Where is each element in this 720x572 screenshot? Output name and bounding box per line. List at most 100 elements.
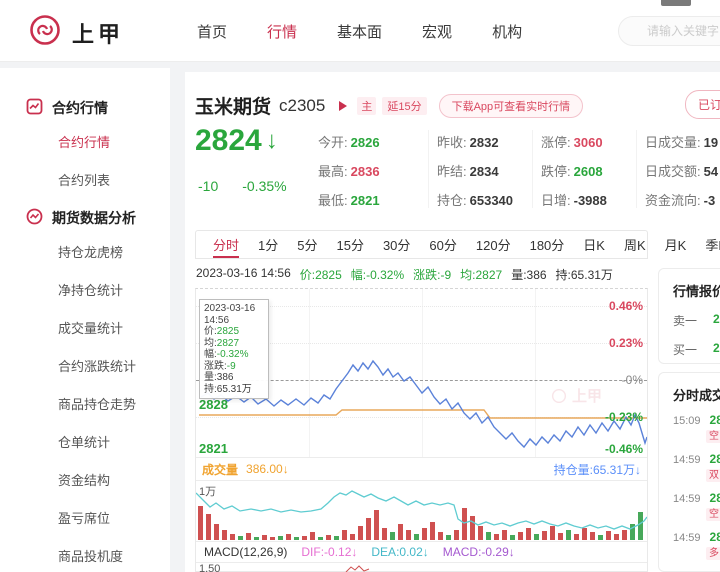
play-arrow-icon[interactable] — [339, 100, 348, 111]
instrument-title: 玉米期货 — [195, 97, 272, 118]
tab-15min[interactable]: 15分 — [336, 238, 364, 253]
axis-pct-046: 0.46% — [608, 299, 643, 313]
tooltip-open-interest: 65.31万 — [216, 383, 252, 395]
intraday-price-pane[interactable]: 上甲 0.46% 0.23% -0% -0.23% -0.46% 2828 28… — [196, 289, 647, 457]
tick-trades-board: 分时成交 15:0928 空 14:5928 双 14:5928 空 14:59… — [658, 372, 720, 572]
subscribe-button[interactable]: 已订阅 — [685, 90, 720, 119]
brand-logo[interactable]: 上甲 — [28, 13, 124, 52]
nav-item-macro[interactable]: 宏观 — [422, 23, 453, 41]
quote-board: 行情报价 卖一 2 买一 2 — [658, 268, 720, 364]
macd-pane[interactable]: 1.50 — [196, 563, 647, 572]
sidebar-item-pnl-seats[interactable]: 盈亏席位 — [58, 511, 111, 526]
sidebar-item-volume-stats[interactable]: 成交量统计 — [58, 321, 124, 336]
search-box — [618, 16, 720, 46]
nav-item-quotes[interactable]: 行情 — [267, 23, 298, 41]
readout-datetime: 2023-03-16 14:56 — [196, 266, 291, 280]
contract-chart-icon — [26, 98, 43, 118]
tooltip-change: -9 — [226, 360, 236, 372]
sidebar-item-speculation-degree[interactable]: 商品投机度 — [58, 549, 124, 564]
change-value: -10 — [198, 178, 219, 194]
readout-average: 均:2827 — [460, 268, 503, 282]
price-chart-svg — [199, 359, 647, 449]
macd-title: MACD(12,26,9) — [204, 545, 288, 559]
readout-amplitude: 幅:-0.32% — [350, 268, 405, 282]
macd-dea-value: DEA:0.02↓ — [371, 545, 429, 559]
bid-row: 买一 2 — [659, 329, 720, 358]
stat-open: 2826 — [350, 135, 380, 150]
stat-high: 2836 — [350, 164, 380, 179]
volume-axis-label: 1万 — [199, 486, 217, 498]
download-app-pill[interactable]: 下载App可查看实时行情 — [438, 93, 584, 118]
stat-capital-flow: -3 — [703, 193, 716, 208]
stats-col-4: 日成交量: 19 日成交额: 54 资金流向: -3 — [645, 135, 719, 208]
trade-row: 14:5928 双 — [659, 443, 720, 482]
nav-item-institutions[interactable]: 机构 — [492, 23, 523, 41]
screen-artifact — [661, 0, 691, 6]
trade-row: 14:5928 — [659, 560, 720, 571]
main-nav: 首页 行情 基本面 宏观 机构 — [197, 0, 522, 62]
tab-monthly[interactable]: 月K — [664, 238, 687, 253]
crosshair-readout: 2023-03-16 14:56 价:2825 幅:-0.32% 涨跌:-9 均… — [196, 266, 613, 283]
tab-120min[interactable]: 120分 — [475, 238, 511, 253]
divider — [636, 130, 637, 208]
average-line — [199, 409, 647, 419]
tooltip-price: 2825 — [216, 326, 240, 337]
gridline — [196, 343, 647, 344]
tooltip-date: 2023-03-16 — [204, 303, 256, 314]
trade-direction-tag: 双 — [706, 469, 720, 482]
nav-item-home[interactable]: 首页 — [197, 23, 228, 41]
tab-180min[interactable]: 180分 — [529, 238, 565, 253]
macd-header: MACD(12,26,9) DIF:-0.12↓ DEA:0.02↓ MACD:… — [196, 541, 647, 563]
sidebar-item-updown-stats[interactable]: 合约涨跌统计 — [58, 359, 137, 374]
chart-container[interactable]: 上甲 0.46% 0.23% -0% -0.23% -0.46% 2828 28… — [195, 288, 648, 572]
gridline — [535, 289, 536, 457]
readout-volume: 量:386 — [511, 268, 547, 282]
tab-weekly[interactable]: 周K — [623, 238, 646, 253]
sidebar-item-capital-structure[interactable]: 资金结构 — [58, 473, 111, 488]
down-arrow-icon: ↓ — [265, 127, 278, 154]
sidebar-item-contract-quotes[interactable]: 合约行情 — [58, 135, 111, 150]
trade-direction-tag: 多 — [706, 547, 720, 560]
tab-60min[interactable]: 60分 — [429, 238, 457, 253]
stat-daily-turnover: 54 — [703, 164, 719, 179]
sidebar-item-net-position[interactable]: 净持仓统计 — [58, 283, 124, 298]
tab-1min[interactable]: 1分 — [258, 238, 279, 253]
open-interest-value: 持仓量:65.31万↓ — [553, 462, 641, 477]
ask-row: 卖一 2 — [659, 300, 720, 329]
readout-open-interest: 持:65.31万 — [555, 268, 613, 282]
search-input[interactable] — [619, 17, 720, 45]
instrument-header: 玉米期货 c2305 主 延15分 下载App可查看实时行情 — [195, 92, 584, 119]
sidebar-item-position-ranking[interactable]: 持仓龙虎榜 — [58, 245, 124, 260]
nav-item-fundamentals[interactable]: 基本面 — [337, 23, 383, 41]
change-percent: -0.35% — [242, 178, 287, 194]
tab-5min[interactable]: 5分 — [297, 238, 318, 253]
tab-quarterly[interactable]: 季K — [705, 238, 720, 253]
axis-price-2828: 2828 — [199, 397, 228, 412]
axis-pct-minus046: -0.46% — [604, 442, 643, 456]
stat-open-interest: 653340 — [469, 193, 514, 208]
main-contract-tag: 主 — [357, 96, 377, 115]
tooltip-time: 14:56 — [204, 314, 230, 326]
price-line — [200, 359, 647, 449]
stats-col-2: 昨收: 2832 昨结: 2834 持仓: 653340 — [437, 135, 514, 208]
zero-line — [196, 380, 647, 381]
chart-tooltip: 2023-03-16 14:56 价:2825 均:2827 幅:-0.32% … — [199, 299, 269, 399]
sidebar-item-position-trend[interactable]: 商品持仓走势 — [58, 397, 137, 412]
stat-prev-close: 2832 — [469, 135, 499, 150]
sidebar-item-warehouse-receipts[interactable]: 仓单统计 — [58, 435, 111, 450]
macd-chart-svg — [345, 565, 370, 572]
period-tabs: 分时 1分 5分 15分 30分 60分 120分 180分 日K 周K 月K … — [195, 230, 720, 259]
sidebar-item-contract-list[interactable]: 合约列表 — [58, 173, 111, 188]
volume-bars — [198, 481, 647, 540]
tooltip-average: 2827 — [216, 337, 240, 349]
main-panel: 玉米期货 c2305 主 延15分 下载App可查看实时行情 已订阅 2824 … — [185, 72, 720, 572]
tab-30min[interactable]: 30分 — [382, 238, 411, 253]
volume-value: 386.00↓ — [246, 462, 289, 476]
volume-pane[interactable]: 1万 — [196, 481, 647, 541]
macd-curve — [345, 565, 370, 572]
tab-timeline[interactable]: 分时 — [213, 231, 240, 258]
brand-logo-icon — [28, 13, 62, 52]
readout-change: 涨跌:-9 — [413, 268, 452, 282]
tab-daily[interactable]: 日K — [583, 238, 605, 253]
